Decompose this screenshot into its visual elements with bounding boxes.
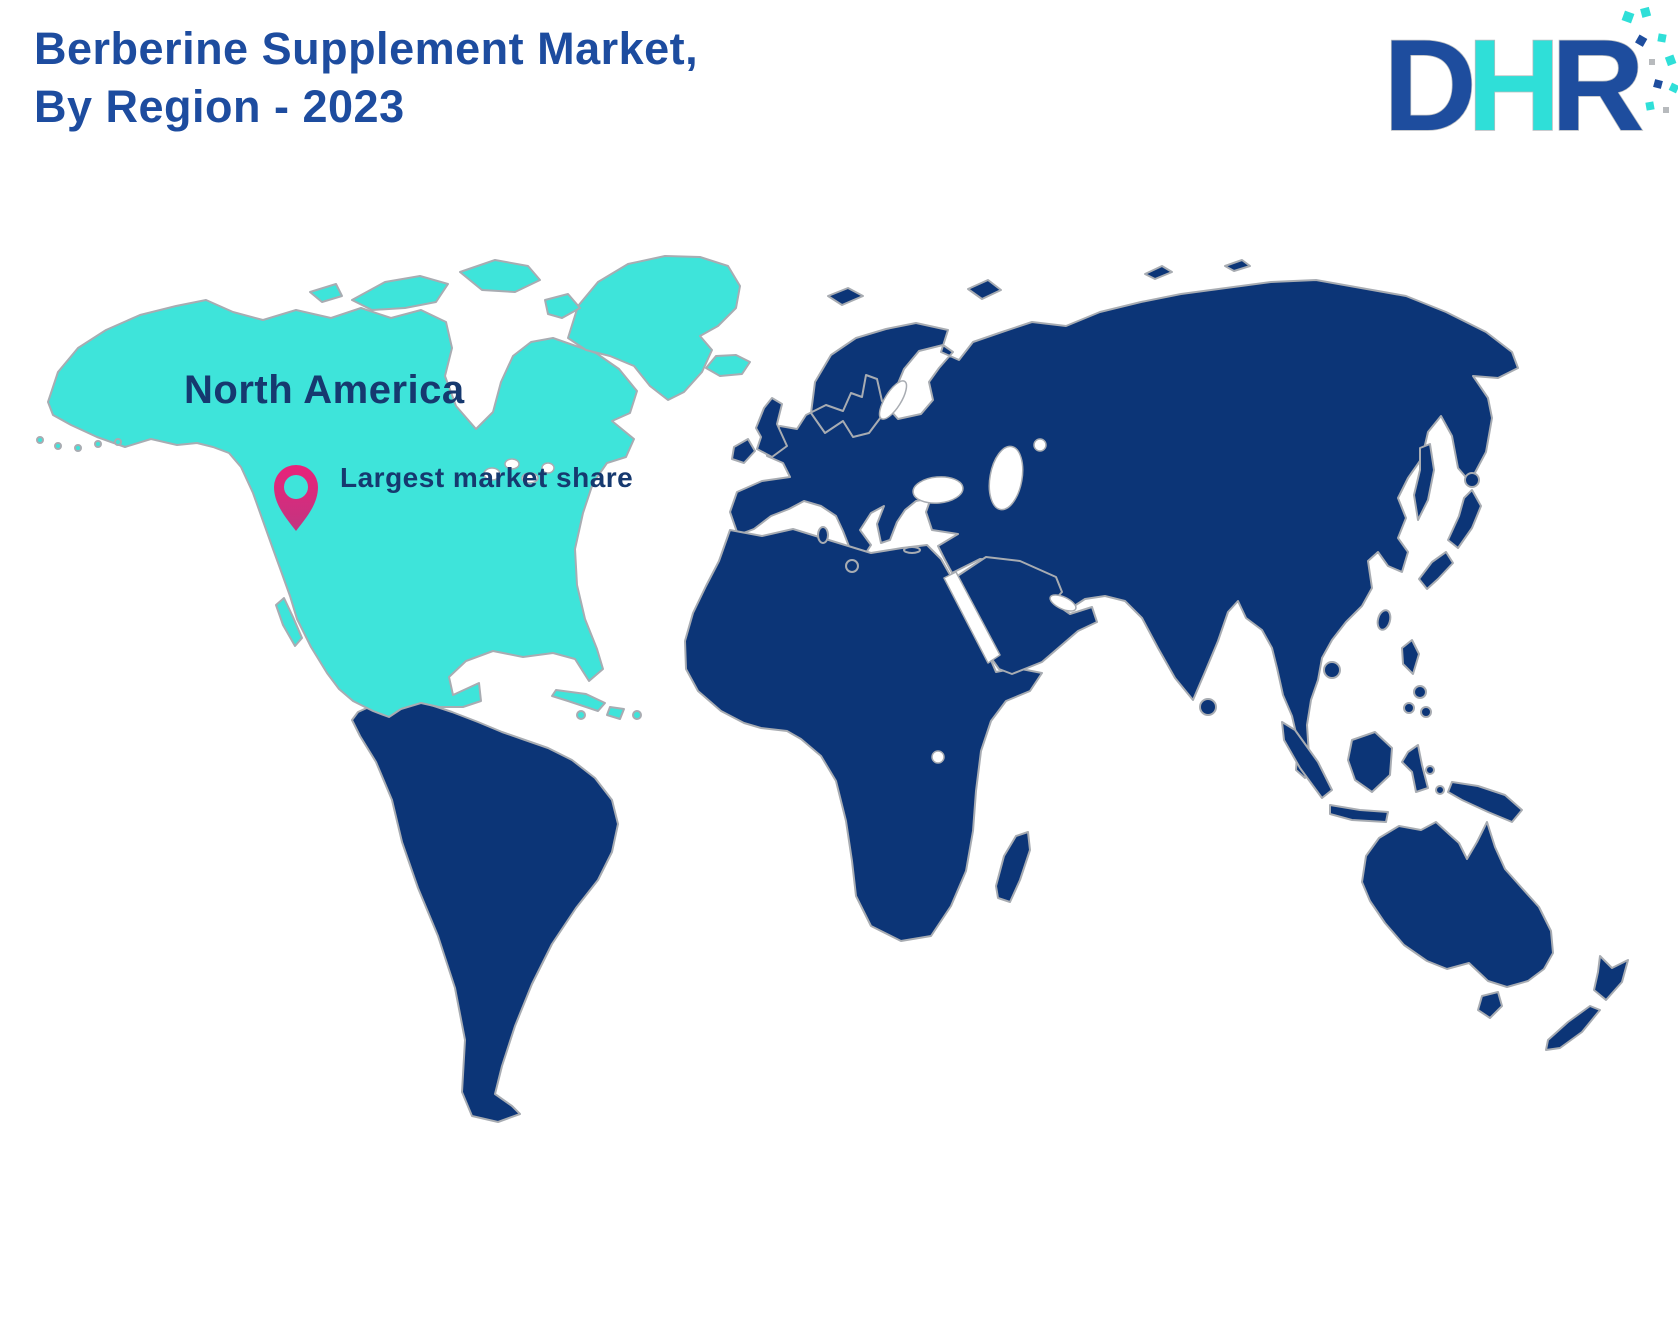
island-jamaica xyxy=(576,710,586,720)
landmass-africa xyxy=(684,528,1043,942)
island-banks xyxy=(309,283,343,303)
island-hainan xyxy=(1323,661,1341,679)
island-puerto-rico xyxy=(632,710,642,720)
logo-letter-d: D xyxy=(1383,12,1472,147)
lake-ontario xyxy=(541,462,555,474)
island-philippines-4 xyxy=(1420,706,1432,718)
island-sicily xyxy=(845,559,859,573)
island-aleutian-5 xyxy=(114,438,122,446)
landmass-eurasia xyxy=(729,279,1519,779)
lake-victoria xyxy=(931,750,945,764)
island-iceland xyxy=(705,354,751,377)
island-moluccas-1 xyxy=(1425,765,1435,775)
island-aleutian-2 xyxy=(54,442,62,450)
island-arctic-2 xyxy=(1224,259,1251,272)
island-philippines-3 xyxy=(1403,702,1415,714)
sea-black-sea xyxy=(912,476,964,504)
island-great-britain xyxy=(755,397,788,458)
region-label-north-america: North America xyxy=(184,368,465,412)
island-sulawesi xyxy=(1401,744,1429,793)
inland-seas xyxy=(483,380,1077,764)
page-title-line1: Berberine Supplement Market, xyxy=(34,23,699,74)
island-borneo xyxy=(1347,731,1393,793)
logo-dot-arc xyxy=(1621,6,1678,113)
lake-superior xyxy=(483,467,501,481)
island-crete xyxy=(903,546,921,554)
island-arctic-canada-1 xyxy=(351,275,449,311)
island-new-zealand-south xyxy=(1545,1005,1601,1051)
island-aleutian-1 xyxy=(36,436,44,444)
island-new-zealand-north xyxy=(1593,955,1629,1001)
page-title-line2: By Region - 2023 xyxy=(34,81,405,133)
island-philippines-2 xyxy=(1413,685,1427,699)
island-madagascar xyxy=(995,831,1031,903)
island-arctic-canada-2 xyxy=(459,259,541,293)
dhr-logo: DHR xyxy=(1383,6,1678,147)
landmass-south-america xyxy=(351,697,619,1123)
logo-letter-r: R xyxy=(1551,12,1643,147)
page-title: Berberine Supplement Market, By Region -… xyxy=(34,20,698,136)
sea-baltic xyxy=(878,380,908,420)
landmass-australia xyxy=(1361,821,1554,988)
island-japan-honshu xyxy=(1447,489,1482,549)
sea-caspian xyxy=(988,445,1024,511)
island-ireland xyxy=(731,438,756,464)
island-hokkaido xyxy=(1464,472,1480,488)
island-new-guinea xyxy=(1447,781,1523,823)
location-pin-icon xyxy=(274,465,318,531)
logo-letter-h: H xyxy=(1467,12,1553,147)
island-tasmania xyxy=(1477,991,1503,1019)
island-arctic-1 xyxy=(1144,265,1173,280)
island-hispaniola xyxy=(606,706,625,720)
island-moluccas-2 xyxy=(1435,785,1445,795)
landmass-north-america xyxy=(47,299,638,718)
island-cuba xyxy=(551,689,606,712)
sea-persian-gulf xyxy=(1049,594,1077,612)
landmass-baja-california xyxy=(275,597,303,647)
island-sri-lanka xyxy=(1199,698,1217,716)
island-aleutian-3 xyxy=(74,444,82,452)
dhr-logo-text: DHR xyxy=(1383,12,1643,147)
island-sakhalin xyxy=(1413,443,1435,521)
lake-huron xyxy=(504,458,520,470)
island-japan-kyushu xyxy=(1418,551,1454,590)
lake-erie xyxy=(521,472,539,484)
sea-aral xyxy=(1033,438,1047,452)
island-svalbard xyxy=(827,287,864,306)
island-novaya-zemlya xyxy=(967,279,1002,300)
annotation-largest-market-share: Largest market share xyxy=(340,462,634,493)
region-north-america xyxy=(36,255,751,720)
island-aleutian-4 xyxy=(94,440,102,448)
island-sumatra xyxy=(1281,721,1333,799)
island-luzon xyxy=(1401,639,1420,675)
island-sardinia xyxy=(817,526,829,544)
island-taiwan xyxy=(1376,609,1392,631)
island-java xyxy=(1329,804,1389,823)
island-arctic-canada-3 xyxy=(544,293,581,319)
sea-red-sea xyxy=(943,571,1001,664)
landmass-greenland xyxy=(567,255,741,401)
